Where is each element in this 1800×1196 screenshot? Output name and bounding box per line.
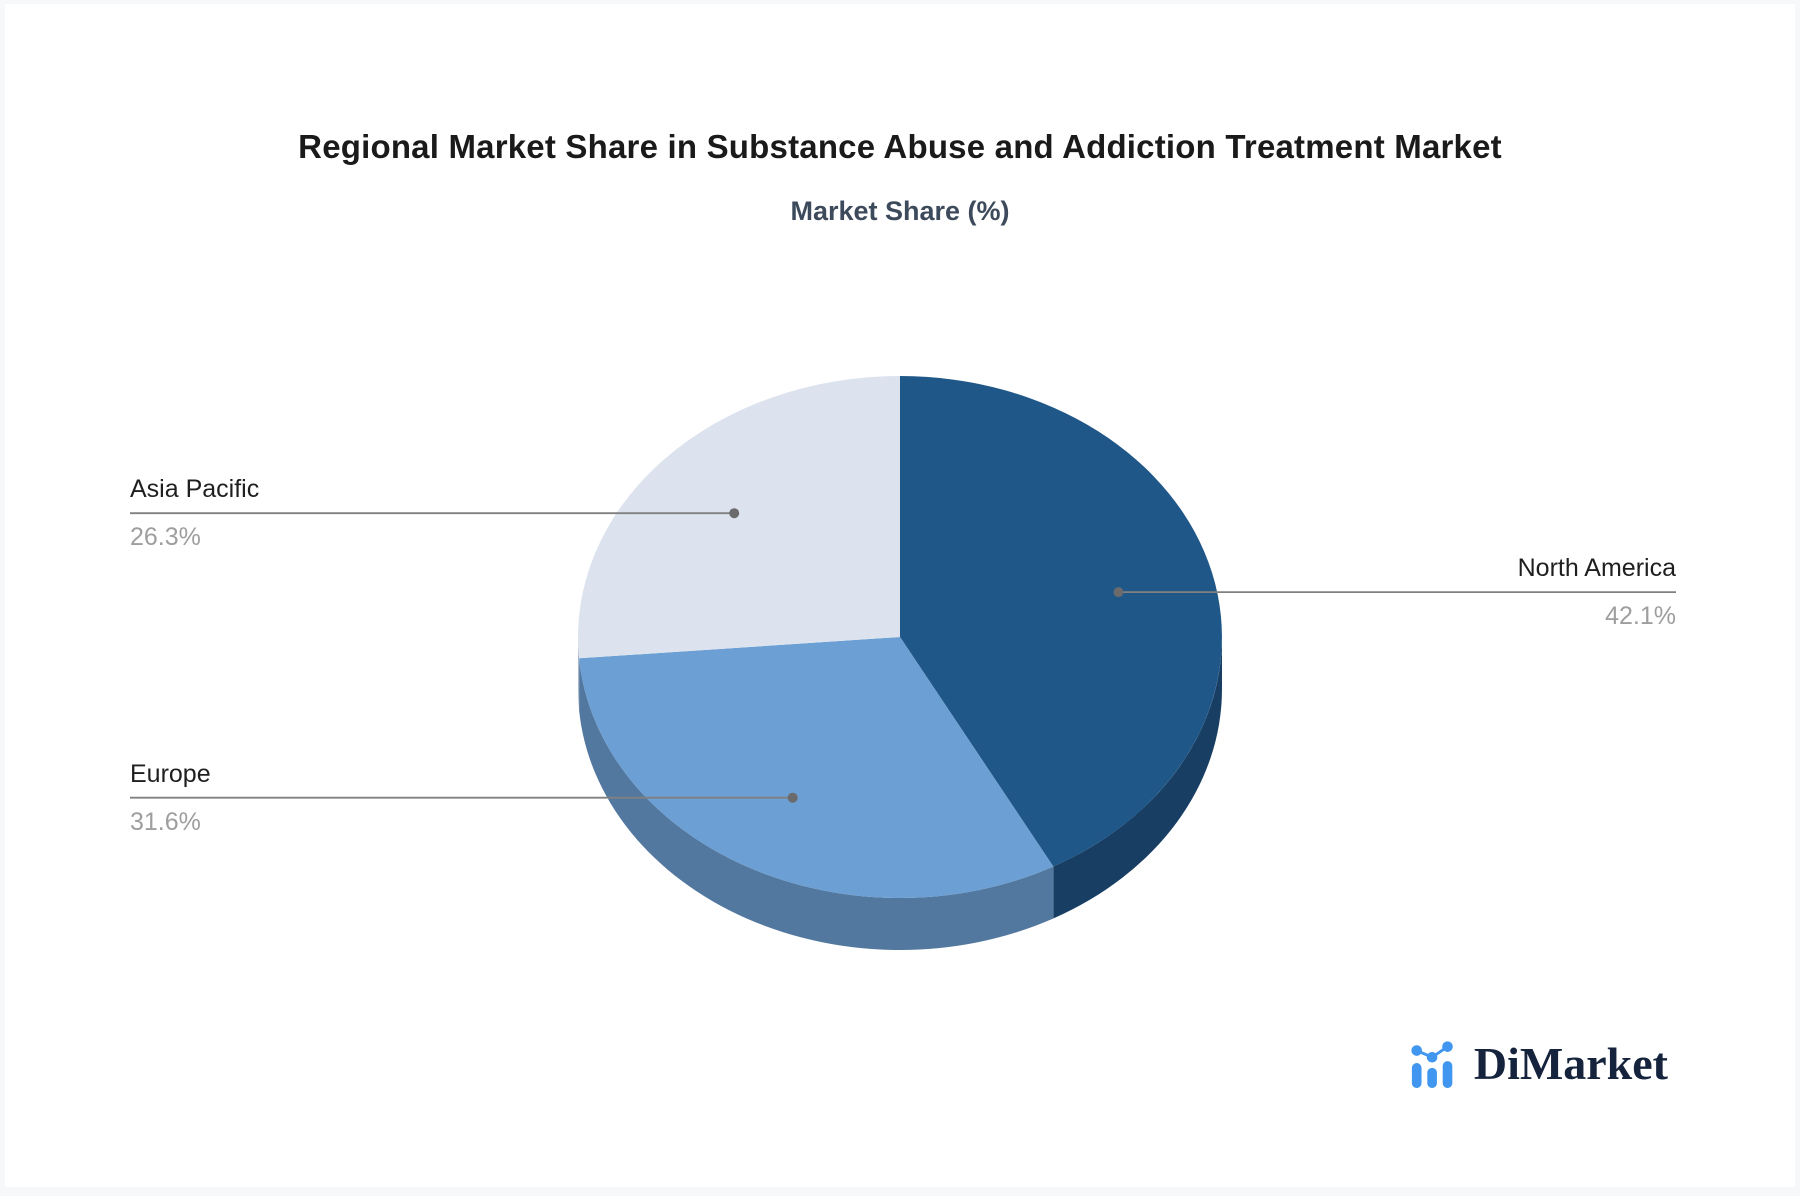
dimarket-logo: DiMarket <box>1409 1038 1668 1090</box>
chart-subtitle: Market Share (%) <box>790 196 1010 226</box>
slice-label: North America <box>1517 554 1676 583</box>
slice-percentage: 26.3% <box>130 523 201 552</box>
callout-europe: Europe 31.6% <box>130 759 750 837</box>
slice-label: Europe <box>130 759 211 788</box>
slice-percentage: 31.6% <box>130 807 201 836</box>
bar-line-chart-icon <box>1409 1038 1461 1090</box>
logo-wordmark: DiMarket <box>1473 1038 1668 1089</box>
slice-label: Asia Pacific <box>130 475 260 504</box>
callout-asia-pacific: Asia Pacific 26.3% <box>130 474 750 552</box>
callout-north-america: North America 42.1% <box>1056 553 1676 631</box>
slice-percentage: 42.1% <box>1605 602 1676 631</box>
chart-title: Regional Market Share in Substance Abuse… <box>298 128 1502 165</box>
